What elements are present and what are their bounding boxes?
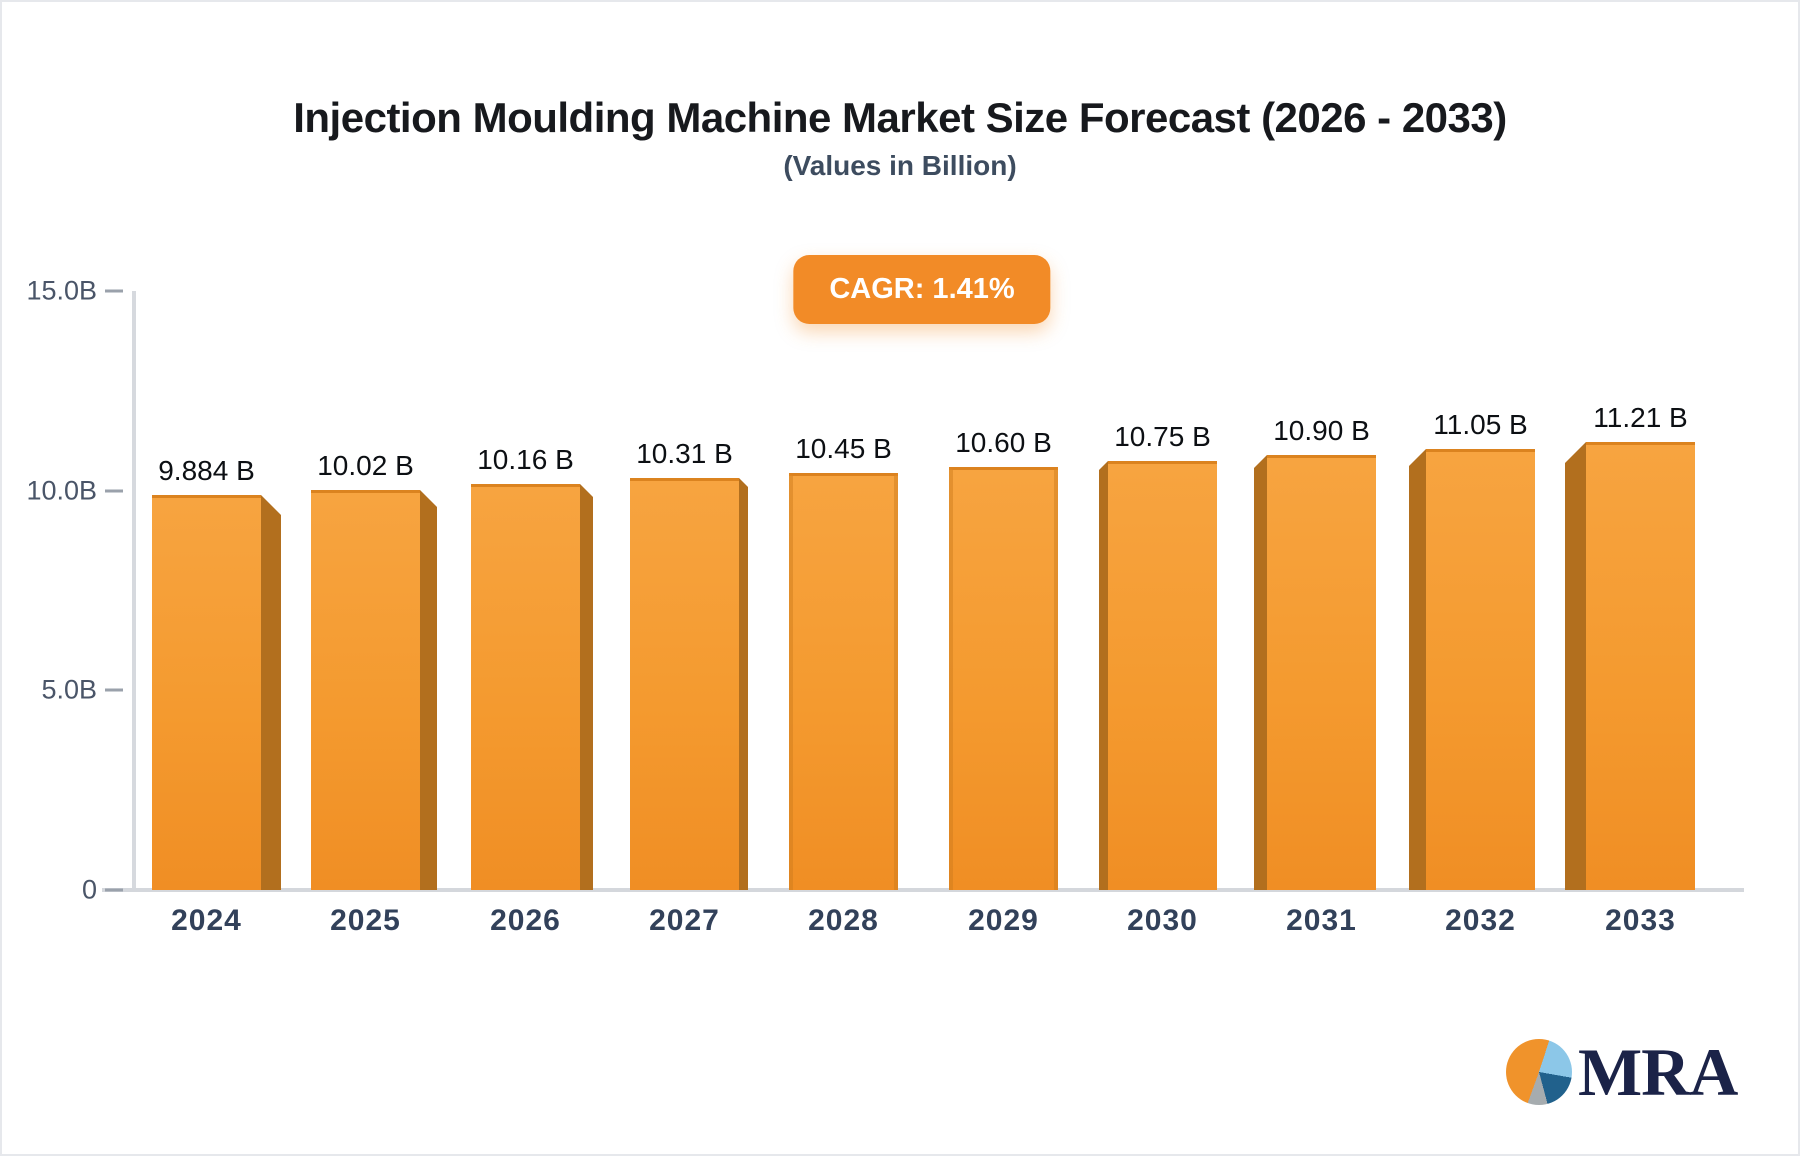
bar-value-label: 10.75 B <box>1114 421 1211 452</box>
bar-side-face <box>1565 442 1586 890</box>
bar-value-label: 10.31 B <box>636 438 733 469</box>
bar-side-face <box>1409 449 1426 890</box>
bar-front-face <box>1267 455 1376 890</box>
bar: 10.75 B <box>1099 421 1217 890</box>
bar-side-face <box>261 495 281 890</box>
y-axis-tick-label: 0 <box>81 874 97 905</box>
bar-front-face <box>789 473 898 890</box>
x-axis-label: 2030 <box>1127 904 1198 937</box>
pie-chart-logo-icon <box>1506 1039 1572 1105</box>
x-axis-label: 2027 <box>649 904 720 937</box>
bar-side-face <box>1099 461 1108 890</box>
bar: 11.21 B <box>1565 402 1695 890</box>
x-axis-label: 2028 <box>808 904 879 937</box>
bar-front-face <box>1426 449 1535 890</box>
x-axis-line <box>102 888 1744 892</box>
brand-logo: MRA <box>1506 1034 1738 1110</box>
y-axis-tick-mark <box>105 289 123 293</box>
bar: 10.02 B <box>311 450 437 890</box>
bar: 11.05 B <box>1409 409 1535 890</box>
bar-value-label: 10.16 B <box>477 444 574 475</box>
bar: 10.90 B <box>1254 415 1376 890</box>
bar-front-face <box>311 490 420 890</box>
bar: 10.60 B <box>949 427 1058 890</box>
bar: 10.31 B <box>630 438 748 890</box>
cagr-badge: CAGR: 1.41% <box>793 255 1051 324</box>
y-axis-tick-mark <box>105 489 123 493</box>
y-axis-tick-mark <box>105 688 123 692</box>
x-axis-label: 2024 <box>171 904 242 937</box>
bar-value-label: 10.02 B <box>317 450 414 481</box>
bar: 10.45 B <box>789 433 898 890</box>
x-axis-label: 2033 <box>1605 904 1676 937</box>
x-axis-label: 2029 <box>968 904 1039 937</box>
bar: 10.16 B <box>471 444 593 890</box>
y-axis-tick-label: 15.0B <box>26 275 97 306</box>
y-axis-line <box>132 291 136 890</box>
bar-value-label: 9.884 B <box>158 455 255 486</box>
bar-front-face <box>1108 461 1217 890</box>
bar-value-label: 10.60 B <box>955 427 1052 458</box>
bar: 9.884 B <box>152 455 281 890</box>
bar-side-face <box>739 478 748 890</box>
x-axis-label: 2025 <box>330 904 401 937</box>
chart-title: Injection Moulding Machine Market Size F… <box>293 94 1507 141</box>
bar-side-face <box>580 484 593 890</box>
bar-front-face <box>471 484 580 890</box>
bar-front-face <box>1586 442 1695 890</box>
bar-value-label: 10.90 B <box>1273 415 1370 446</box>
x-axis-label: 2026 <box>490 904 561 937</box>
y-axis-tick-label: 10.0B <box>26 475 97 506</box>
y-axis-tick-mark <box>105 888 123 892</box>
bar-front-face <box>152 495 261 890</box>
bar-front-face <box>630 478 739 890</box>
chart-subtitle: (Values in Billion) <box>783 150 1017 181</box>
x-axis-label: 2031 <box>1286 904 1357 937</box>
bar-value-label: 10.45 B <box>795 433 892 464</box>
bar-side-face <box>1254 455 1267 890</box>
x-axis-label: 2032 <box>1445 904 1516 937</box>
brand-logo-text: MRA <box>1578 1034 1738 1110</box>
y-axis-tick-label: 5.0B <box>41 674 97 705</box>
bar-value-label: 11.05 B <box>1433 409 1528 440</box>
bar-front-face <box>949 467 1058 890</box>
bar-value-label: 11.21 B <box>1593 402 1688 433</box>
bar-side-face <box>420 490 437 890</box>
